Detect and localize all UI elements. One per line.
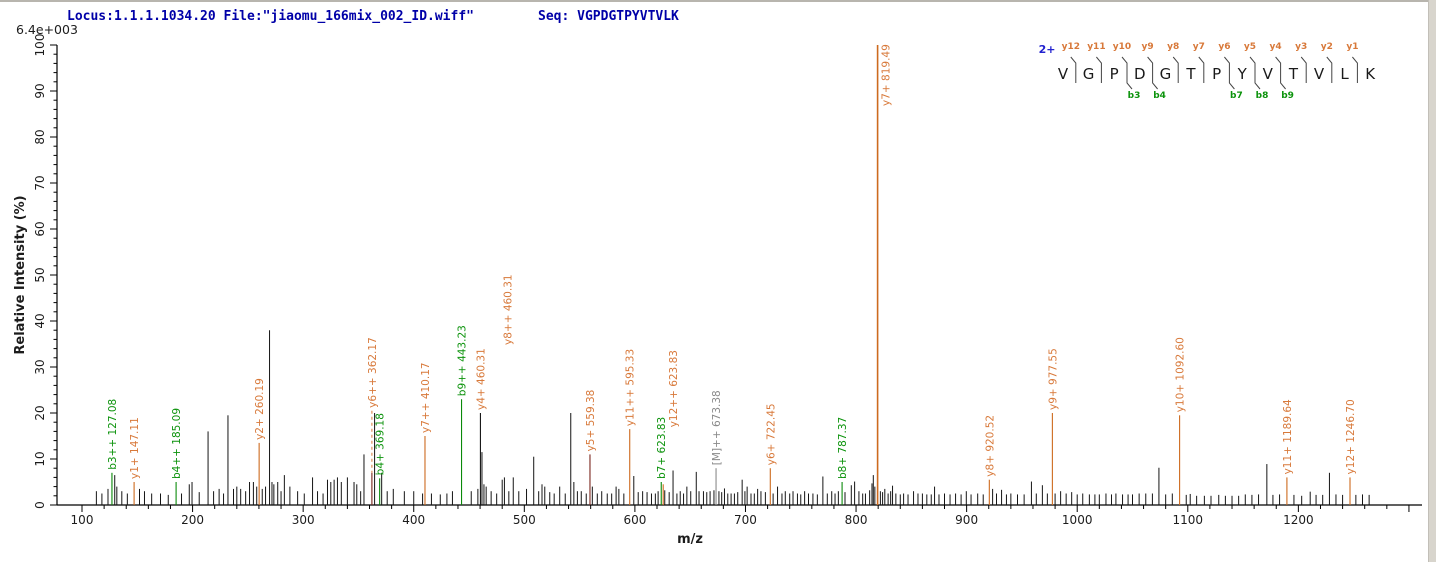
y-ion-mark-y3: y3: [1295, 42, 1307, 52]
peak-label-y1: y1+ 147.11: [129, 417, 141, 479]
fragment-bracket-12: [1352, 56, 1358, 83]
peak-label-b4: b4+ 369.18: [375, 413, 387, 475]
x-tick-label: 1200: [1283, 513, 1314, 527]
y-ion-mark-y11: y11: [1087, 42, 1105, 52]
x-tick-label: 600: [623, 513, 646, 527]
x-tick-label: 100: [71, 513, 94, 527]
residue-6-t: T: [1185, 65, 1196, 83]
residue-13-k: K: [1365, 65, 1376, 83]
peak-label-b7: b7+ 623.83: [656, 417, 668, 479]
residue-11-v: V: [1314, 65, 1325, 83]
locus-file-label: Locus:1.1.1.1034.20 File:"jiaomu_166mix_…: [67, 9, 474, 24]
y-tick-label: 70: [33, 175, 47, 190]
x-tick-label: 1100: [1173, 513, 1204, 527]
x-tick-label: 1000: [1062, 513, 1093, 527]
x-tick-label: 900: [955, 513, 978, 527]
residue-2-g: G: [1083, 65, 1095, 83]
x-axis-title: m/z: [677, 532, 703, 547]
residue-7-p: P: [1212, 65, 1221, 83]
residue-8-y: Y: [1237, 65, 1248, 83]
fragment-bracket-3: [1121, 56, 1133, 90]
y-tick-label: 40: [33, 313, 47, 328]
x-tick-label: 500: [513, 513, 536, 527]
peak-label-y11: y11++ 595.33: [625, 349, 637, 426]
y-tick-label: 30: [33, 359, 47, 374]
fragment-bracket-7: [1224, 56, 1235, 90]
x-tick-label: 200: [181, 513, 204, 527]
x-tick-label: 400: [402, 513, 425, 527]
peak-label-y12: y12++ 623.83: [668, 350, 680, 427]
b-ion-mark-b9: b9: [1281, 91, 1294, 101]
y-ion-mark-y5: y5: [1244, 42, 1256, 52]
sequence-label: Seq: VGPDGTPYVTVLK: [538, 9, 679, 24]
peak-label-y7: y7+ 819.49: [881, 44, 893, 106]
fragment-bracket-9: [1275, 56, 1286, 90]
peak-label-y8: y8+ 920.52: [984, 415, 996, 477]
residue-4-d: D: [1134, 65, 1146, 83]
y-tick-label: 10: [33, 451, 47, 466]
peak-label-m: [M]++ 673.38: [711, 390, 723, 465]
peak-label-y9: y9+ 977.55: [1047, 348, 1059, 410]
b-ion-mark-b7: b7: [1230, 91, 1243, 101]
right-gutter: [1428, 0, 1436, 562]
peak-label-y12: y12+ 1246.70: [1345, 399, 1357, 474]
y-ion-mark-y9: y9: [1142, 42, 1154, 52]
window-top-border: [0, 0, 1436, 2]
precursor-charge-label: 2+: [1039, 43, 1056, 56]
y-ion-mark-y6: y6: [1218, 42, 1230, 52]
b-ion-mark-b3: b3: [1128, 91, 1141, 101]
peak-label-y11: y11+ 1189.64: [1282, 399, 1294, 474]
peak-label-y5: y5+ 559.38: [585, 390, 597, 452]
y-ion-mark-y1: y1: [1346, 42, 1358, 52]
x-tick-label: 700: [734, 513, 757, 527]
residue-9-v: V: [1263, 65, 1274, 83]
residue-1-v: V: [1058, 65, 1069, 83]
y-ion-mark-y2: y2: [1321, 42, 1333, 52]
residue-5-g: G: [1160, 65, 1172, 83]
residue-10-t: T: [1288, 65, 1299, 83]
peak-label-b3: b3++ 127.08: [107, 399, 119, 470]
fragment-bracket-5: [1172, 56, 1179, 83]
max-intensity-label: 6.4e+003: [16, 22, 78, 37]
y-tick-label: 90: [33, 83, 47, 98]
x-tick-label: 800: [845, 513, 868, 527]
residue-3-p: P: [1110, 65, 1119, 83]
y-ion-mark-y7: y7: [1193, 42, 1205, 52]
peak-label-y8: y8++ 460.31: [502, 274, 514, 345]
b-ion-mark-b4: b4: [1153, 91, 1166, 101]
b-ion-mark-b8: b8: [1256, 91, 1269, 101]
y-tick-label: 20: [33, 405, 47, 420]
peak-label-y6: y6+ 722.45: [765, 403, 777, 465]
peak-label-y4: y4+ 460.31: [475, 348, 487, 410]
peak-label-b8: b8+ 787.37: [837, 417, 849, 479]
x-tick-label: 300: [292, 513, 315, 527]
y-tick-label: 0: [33, 501, 47, 509]
peak-label-y2: y2+ 260.19: [254, 378, 266, 440]
fragment-bracket-8: [1249, 56, 1261, 90]
fragment-bracket-10: [1300, 56, 1307, 83]
peak-label-y6: y6++ 362.17: [367, 337, 379, 408]
y-ion-mark-y4: y4: [1270, 42, 1282, 52]
y-tick-label: 80: [33, 129, 47, 144]
y-ion-mark-y8: y8: [1167, 42, 1179, 52]
y-ion-mark-y12: y12: [1062, 42, 1080, 52]
y-tick-label: 50: [33, 267, 47, 282]
fragment-bracket-4: [1147, 56, 1158, 90]
fragment-bracket-2: [1096, 56, 1102, 83]
fragment-bracket-6: [1198, 56, 1205, 83]
peak-label-b4: b4++ 185.09: [171, 408, 183, 479]
peak-label-b9: b9++ 443.23: [457, 325, 469, 396]
y-ion-mark-y10: y10: [1113, 42, 1131, 52]
peak-label-y10: y10+ 1092.60: [1175, 337, 1187, 412]
peak-label-y7: y7++ 410.17: [420, 362, 432, 433]
residue-12-l: L: [1340, 65, 1349, 83]
fragment-bracket-11: [1326, 56, 1333, 83]
y-axis-title: Relative Intensity (%): [13, 195, 28, 354]
y-tick-label: 60: [33, 221, 47, 236]
fragment-bracket-1: [1070, 56, 1077, 83]
y-tick-label: 100: [33, 34, 47, 57]
